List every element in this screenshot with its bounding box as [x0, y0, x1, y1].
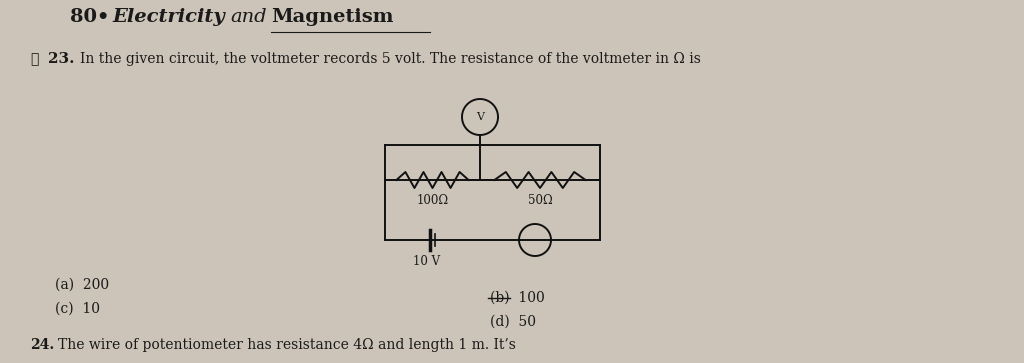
Text: (a)  200: (a) 200 — [55, 278, 110, 292]
Text: In the given circuit, the voltmeter records 5 volt. The resistance of the voltme: In the given circuit, the voltmeter reco… — [80, 52, 700, 66]
Text: (c)  10: (c) 10 — [55, 302, 100, 316]
Text: ✗: ✗ — [30, 52, 38, 66]
Text: •: • — [96, 8, 109, 27]
Text: (d)  50: (d) 50 — [490, 315, 536, 329]
Text: 10 V: 10 V — [414, 255, 440, 268]
Text: 100Ω: 100Ω — [417, 194, 449, 207]
Text: Electricity: Electricity — [112, 8, 224, 26]
Text: The wire of potentiometer has resistance 4Ω and length 1 m. It’s: The wire of potentiometer has resistance… — [58, 338, 516, 352]
Text: 50Ω: 50Ω — [527, 194, 552, 207]
Text: and: and — [230, 8, 266, 26]
Text: 24.: 24. — [30, 338, 54, 352]
Text: 23.: 23. — [48, 52, 75, 66]
Text: Magnetism: Magnetism — [271, 8, 393, 26]
Text: (b)  100: (b) 100 — [490, 291, 545, 305]
Text: 80: 80 — [70, 8, 97, 26]
Text: V: V — [476, 112, 484, 122]
